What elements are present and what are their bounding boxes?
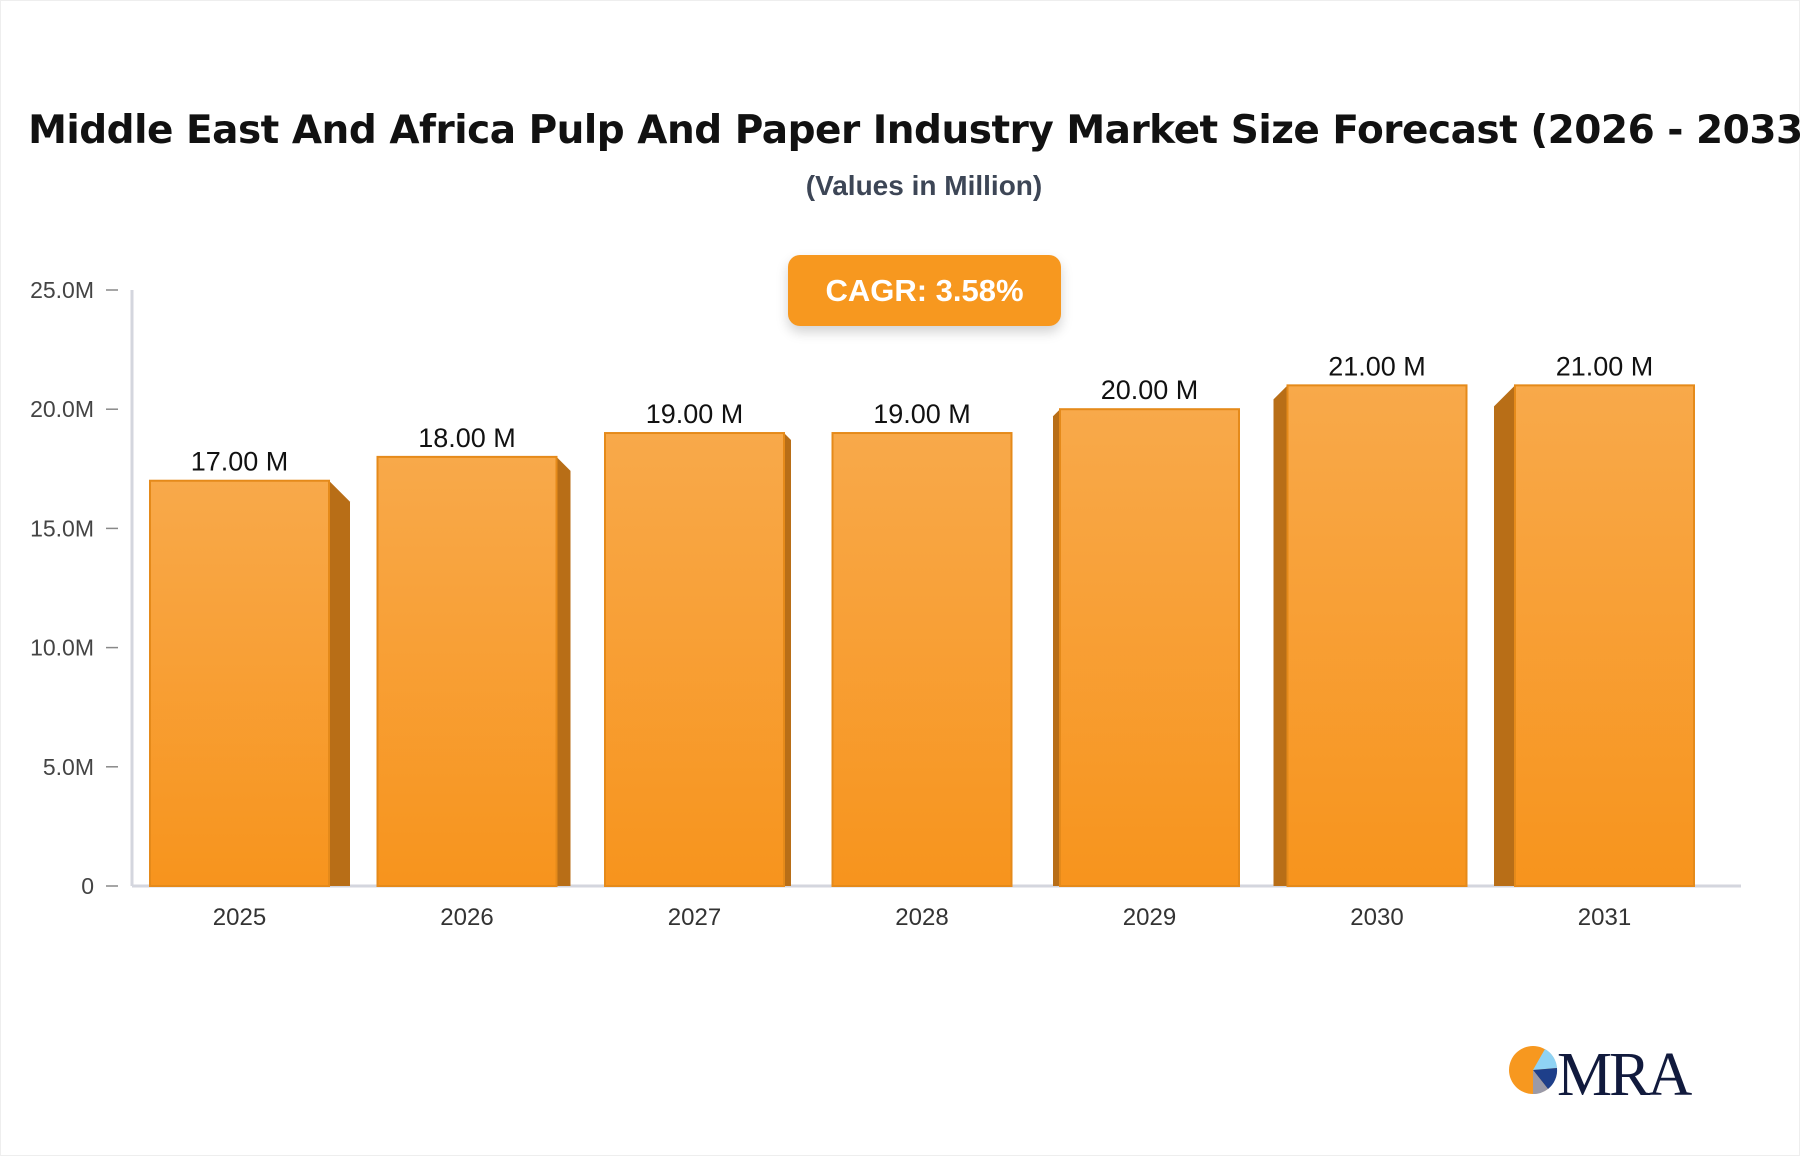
bar-side xyxy=(1273,385,1288,886)
bar-side xyxy=(329,480,350,886)
bar-2030 xyxy=(1286,384,1468,887)
data-label: 21.00 M xyxy=(1556,351,1654,381)
bar-2031 xyxy=(1514,384,1695,887)
data-label: 21.00 M xyxy=(1328,351,1426,381)
x-tick-label: 2026 xyxy=(440,904,493,931)
chart-subtitle: (Values in Million) xyxy=(805,170,1043,201)
data-label: 20.00 M xyxy=(1101,375,1199,405)
x-tick-label: 2031 xyxy=(1578,904,1631,931)
y-tick-label: 25.0M xyxy=(30,277,94,303)
mra-logo: MRA xyxy=(1509,1041,1695,1109)
cagr-badge: CAGR: 3.58% xyxy=(788,255,1061,326)
bar-side xyxy=(784,433,791,886)
bar-2025 xyxy=(149,479,330,887)
data-label: 17.00 M xyxy=(191,447,289,477)
bar-side xyxy=(1494,385,1515,886)
chart-title: Middle East And Africa Pulp And Paper In… xyxy=(28,108,1800,153)
x-tick-label: 2028 xyxy=(895,904,948,931)
bar-2029 xyxy=(1059,408,1240,887)
x-tick-label: 2029 xyxy=(1123,904,1176,931)
bar-2026 xyxy=(376,455,558,887)
bar-side xyxy=(556,456,571,886)
data-label: 18.00 M xyxy=(418,423,516,453)
y-tick-label: 5.0M xyxy=(43,754,94,780)
data-label: 19.00 M xyxy=(646,399,744,429)
y-tick-label: 10.0M xyxy=(30,635,94,661)
y-tick-label: 0 xyxy=(81,873,94,899)
data-label: 19.00 M xyxy=(873,399,971,429)
bar-2027 xyxy=(604,432,785,887)
bar-side xyxy=(1053,409,1060,886)
x-tick-label: 2030 xyxy=(1350,904,1403,931)
bar-2028 xyxy=(831,432,1013,887)
svg-text:MRA: MRA xyxy=(1557,1041,1692,1109)
y-tick-label: 20.0M xyxy=(30,396,94,422)
x-tick-label: 2025 xyxy=(213,904,266,931)
x-tick-label: 2027 xyxy=(668,904,721,931)
y-tick-label: 15.0M xyxy=(30,515,94,541)
